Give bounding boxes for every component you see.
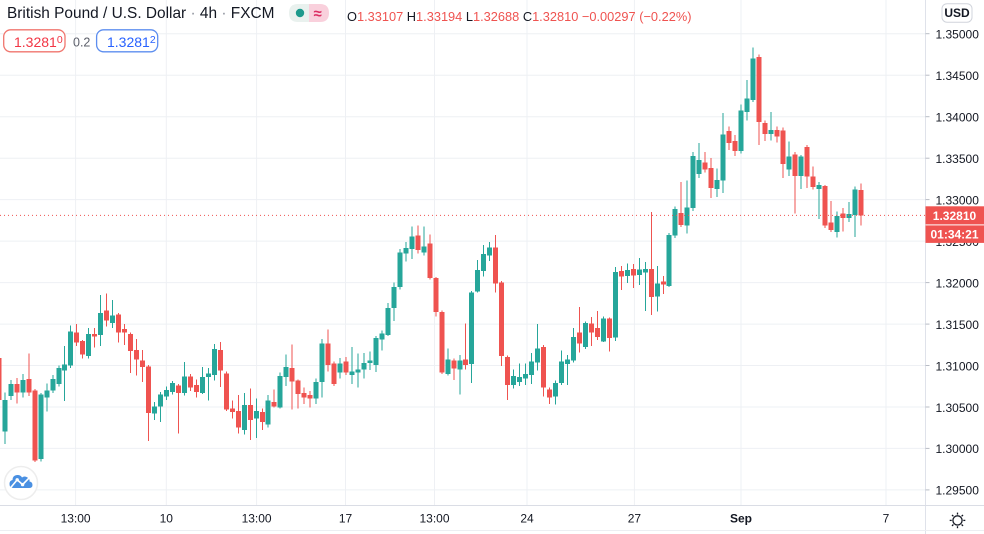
svg-text:USD: USD — [944, 6, 970, 20]
svg-text:1.35000: 1.35000 — [936, 28, 980, 42]
svg-text:1.32810: 1.32810 — [14, 34, 63, 50]
svg-text:O1.33107 H1.33194 L1.32688 C1.: O1.33107 H1.33194 L1.32688 C1.32810 −0.0… — [347, 9, 692, 24]
svg-text:0.2: 0.2 — [73, 36, 90, 50]
svg-text:01:34:21: 01:34:21 — [930, 227, 978, 241]
svg-text:≈: ≈ — [314, 6, 322, 23]
svg-text:1.33500: 1.33500 — [936, 152, 980, 166]
svg-text:Sep: Sep — [730, 512, 752, 526]
svg-text:1.34500: 1.34500 — [936, 69, 980, 83]
svg-text:1.31500: 1.31500 — [936, 318, 980, 332]
svg-text:13:00: 13:00 — [419, 512, 449, 526]
svg-text:1.32812: 1.32812 — [107, 34, 156, 50]
svg-text:1.31000: 1.31000 — [936, 359, 980, 373]
svg-text:13:00: 13:00 — [242, 512, 272, 526]
svg-text:27: 27 — [628, 512, 642, 526]
svg-text:17: 17 — [339, 512, 353, 526]
svg-text:1.29500: 1.29500 — [936, 484, 980, 498]
svg-text:1.34000: 1.34000 — [936, 111, 980, 125]
svg-text:1.30000: 1.30000 — [936, 442, 980, 456]
svg-text:24: 24 — [520, 512, 534, 526]
svg-text:10: 10 — [160, 512, 174, 526]
svg-text:1.32810: 1.32810 — [933, 209, 977, 223]
svg-text:British Pound / U.S. Dollar ·: British Pound / U.S. Dollar · 4h · FXCM — [7, 5, 275, 22]
svg-text:13:00: 13:00 — [61, 512, 91, 526]
svg-text:1.30500: 1.30500 — [936, 401, 980, 415]
svg-text:7: 7 — [883, 512, 890, 526]
svg-text:1.33000: 1.33000 — [936, 193, 980, 207]
svg-text:1.32000: 1.32000 — [936, 276, 980, 290]
